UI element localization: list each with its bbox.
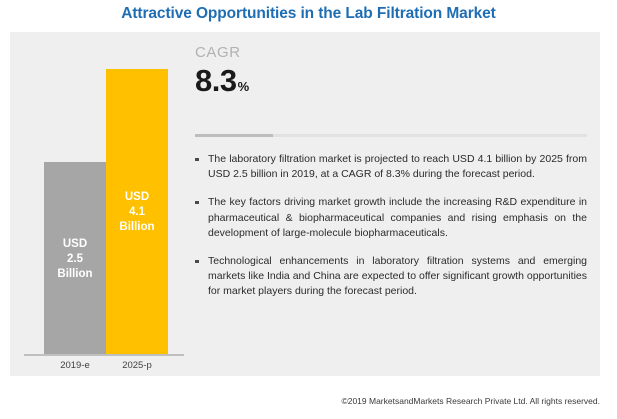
bar-label-2025: USD 4.1 Billion [119,190,154,235]
bar-2025-p: USD 4.1 Billion [106,69,168,354]
cagr-percent-symbol: % [237,79,250,94]
page-title: Attractive Opportunities in the Lab Filt… [121,5,496,22]
tick-label-2019: 2019-e [60,360,90,371]
tick-label-2025: 2025-p [122,360,152,371]
chart-axis-tick-labels: 2019-e 2025-p [24,360,184,380]
copyright-footer: ©2019 MarketsandMarkets Research Private… [341,396,600,406]
list-item: Technological enhancements in laboratory… [195,254,587,300]
bar-label-2025-line2: 4.1 [128,206,145,218]
info-column: CAGR 8.3 % The laboratory filtration mar… [195,44,587,364]
bar-label-2025-line1: USD [124,191,150,203]
bar-label-2019-line2: 2.5 [66,252,83,265]
list-item-text: Technological enhancements in laboratory… [208,255,587,298]
cagr-label: CAGR [195,44,241,61]
bar-label-2019-line3: Billion [57,267,93,280]
bullet-square-icon [195,157,199,161]
cagr-value-row: 8.3 % [195,64,587,97]
bar-chart: USD 2.5 Billion USD 4.1 Billion 2019-e 2… [24,42,184,372]
highlights-list: The laboratory filtration market is proj… [195,152,587,300]
section-divider-accent [195,134,273,137]
list-item-text: The laboratory filtration market is proj… [208,153,587,181]
bar-label-2019: USD 2.5 Billion [57,237,92,282]
bar-label-2025-line3: Billion [119,221,155,233]
section-divider [195,134,587,137]
chart-axis-line [24,354,184,356]
list-item: The key factors driving market growth in… [195,195,587,241]
bullet-square-icon [195,259,199,264]
cagr-block: CAGR 8.3 % [195,44,587,97]
cagr-value: 8.3 [195,63,237,98]
list-item-text: The key factors driving market growth in… [208,196,587,239]
bar-label-2019-line1: USD [62,237,88,250]
chart-plot-area: USD 2.5 Billion USD 4.1 Billion [24,42,184,356]
content-panel: USD 2.5 Billion USD 4.1 Billion 2019-e 2… [10,32,600,376]
list-item: The laboratory filtration market is proj… [195,152,587,182]
bullet-square-icon [195,200,199,205]
bar-2019-e: USD 2.5 Billion [44,162,106,354]
